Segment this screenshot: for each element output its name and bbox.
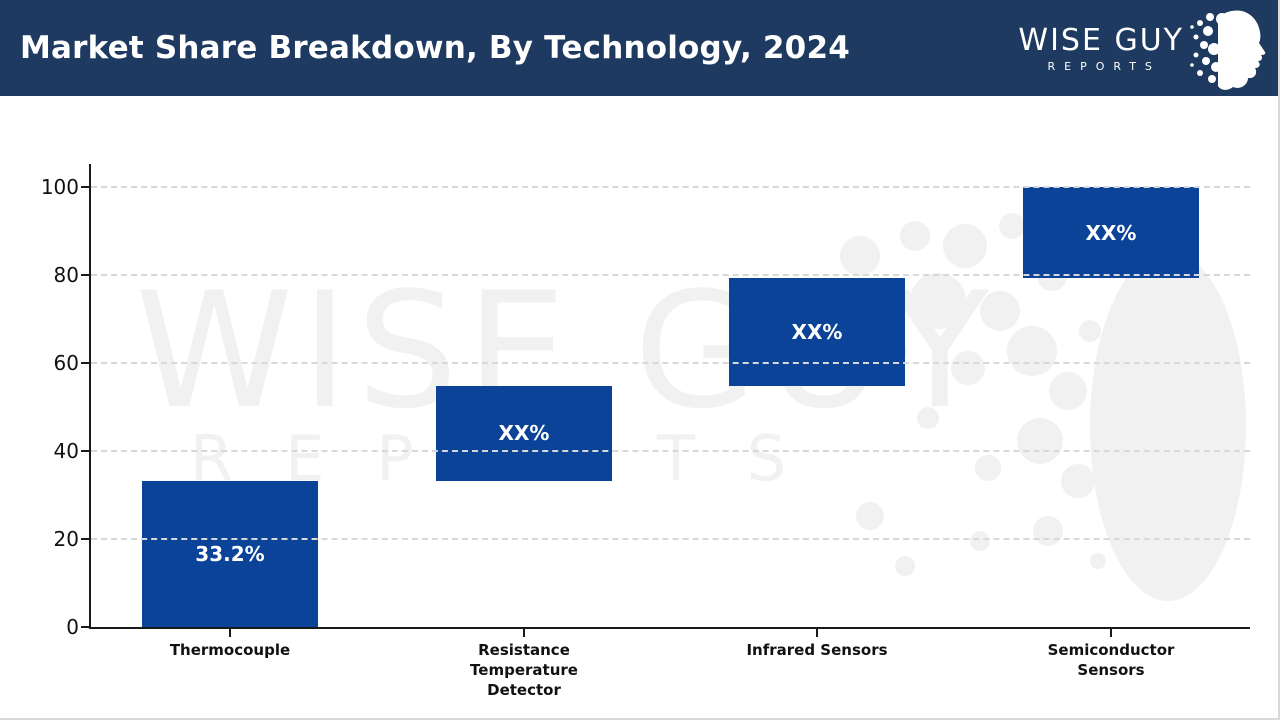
- grid-line: [91, 362, 1250, 364]
- y-tick-label: 0: [66, 615, 79, 639]
- y-tick-mark: [81, 186, 89, 188]
- x-category-label: Thermocouple: [110, 640, 350, 660]
- x-tick-mark: [1110, 629, 1112, 637]
- bar: XX%: [436, 385, 612, 481]
- bar-value-label: 33.2%: [195, 541, 265, 566]
- page-title: Market Share Breakdown, By Technology, 2…: [20, 30, 850, 66]
- y-tick-mark: [81, 450, 89, 452]
- y-tick-label: 80: [53, 263, 79, 287]
- bar: 33.2%: [142, 480, 318, 627]
- x-category-label-line: Infrared Sensors: [746, 641, 888, 659]
- brand-name: WISE GUY: [1018, 23, 1184, 58]
- x-category-label-line: Temperature: [470, 661, 578, 679]
- y-tick-mark: [81, 626, 89, 628]
- brand-logo: WISE GUY REPORTS: [1018, 4, 1268, 92]
- x-category-label-line: Detector: [487, 681, 561, 699]
- y-axis-line: [89, 164, 91, 629]
- x-category-label: Resistance Temperature Detector: [404, 640, 644, 700]
- x-category-label-line: Semiconductor: [1047, 641, 1175, 659]
- bar-value-label: XX%: [1085, 220, 1137, 245]
- x-tick-mark: [523, 629, 525, 637]
- y-tick-mark: [81, 538, 89, 540]
- x-category-label-line: Thermocouple: [169, 641, 291, 659]
- x-axis-line: [89, 627, 1250, 629]
- x-tick-mark: [816, 629, 818, 637]
- brand-subtitle: REPORTS: [1047, 60, 1161, 73]
- bar: XX%: [1023, 187, 1199, 279]
- x-category-label-line: Resistance: [478, 641, 570, 659]
- y-tick-label: 20: [53, 527, 79, 551]
- x-tick-mark: [229, 629, 231, 637]
- bar-value-label: XX%: [498, 421, 550, 446]
- y-tick-label: 40: [53, 439, 79, 463]
- bar: XX%: [729, 278, 905, 386]
- grid-line: [91, 274, 1250, 276]
- grid-line: [91, 538, 1250, 540]
- y-tick-label: 100: [40, 175, 79, 199]
- brand-logo-text: WISE GUY REPORTS: [1018, 23, 1184, 73]
- grid-line: [91, 450, 1250, 452]
- report-header: Market Share Breakdown, By Technology, 2…: [0, 0, 1278, 96]
- y-tick-label: 60: [53, 351, 79, 375]
- bar-value-label: XX%: [791, 319, 843, 344]
- chart-area: WISE GUY REPORTS 02040608010033.2%Thermo…: [0, 96, 1278, 718]
- x-category-label-line: Sensors: [1077, 661, 1145, 679]
- y-tick-mark: [81, 362, 89, 364]
- brand-head-icon: [1190, 10, 1266, 90]
- grid-line: [91, 186, 1250, 188]
- x-category-label: Infrared Sensors: [697, 640, 937, 660]
- y-tick-mark: [81, 274, 89, 276]
- x-category-label: Semiconductor Sensors: [991, 640, 1231, 680]
